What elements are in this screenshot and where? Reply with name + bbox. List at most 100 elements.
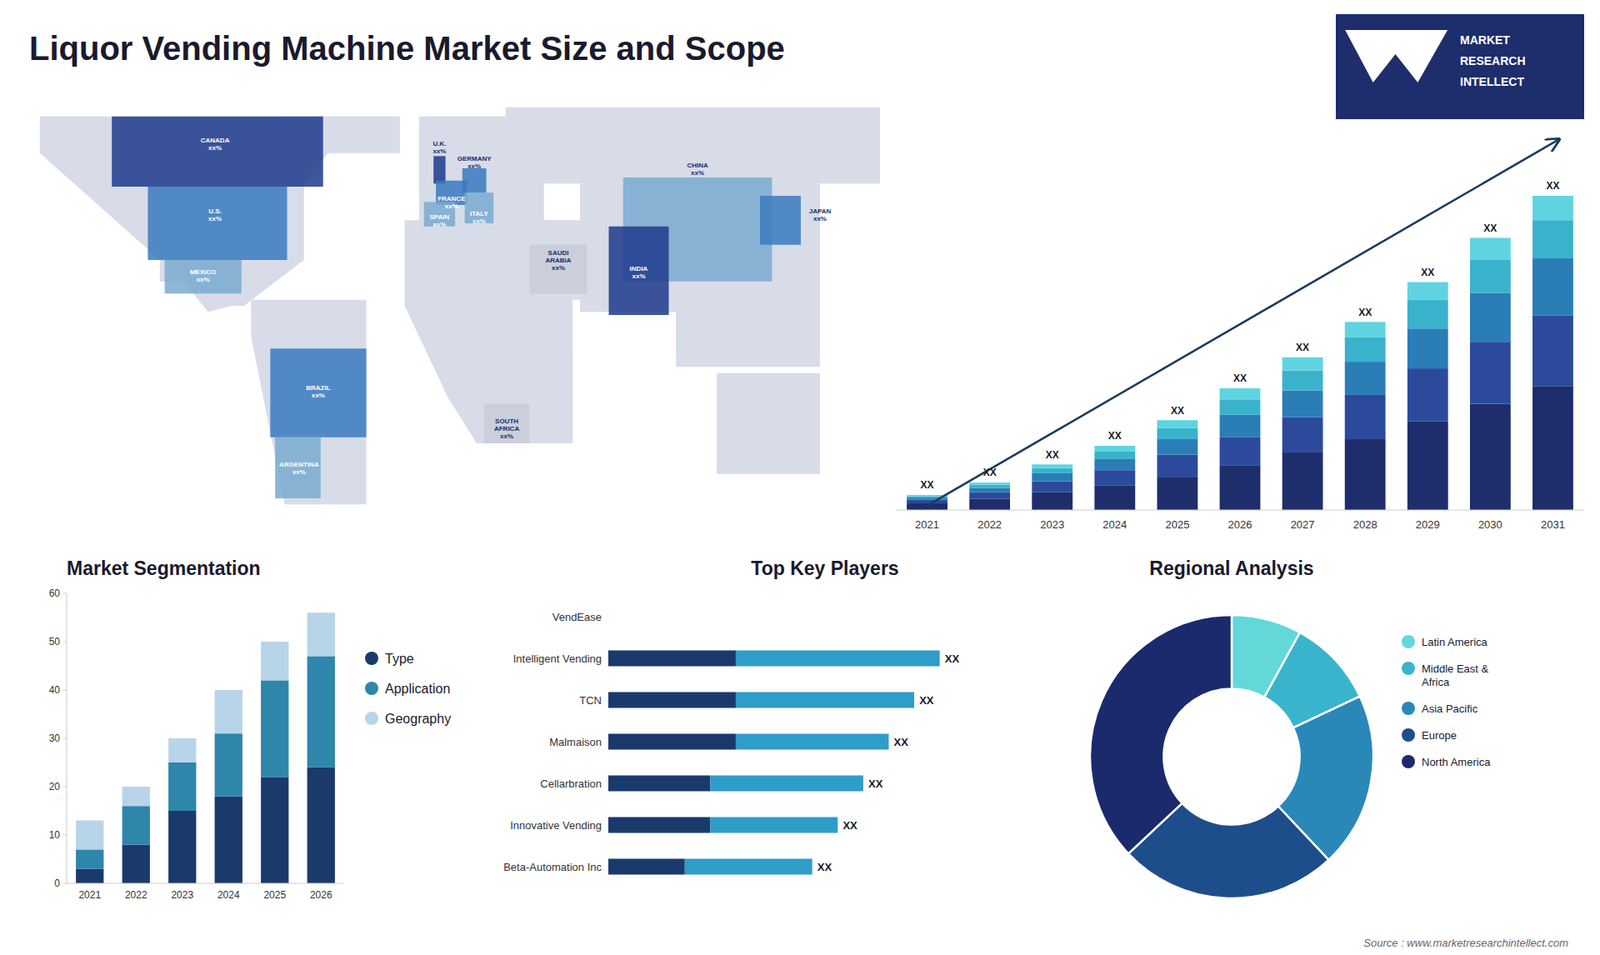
bar-segment bbox=[1470, 237, 1511, 260]
map-labels: U.S.xx%CANADAxx%MEXICOxx%BRAZILxx%ARGENT… bbox=[190, 136, 832, 476]
text-line: xx% bbox=[551, 264, 565, 272]
text-line: xx% bbox=[813, 214, 827, 222]
landmass bbox=[505, 107, 880, 185]
text-line: xx% bbox=[432, 220, 446, 228]
bar-segment bbox=[1407, 300, 1449, 330]
bar-annotation: XX bbox=[1108, 430, 1122, 442]
bar-segment bbox=[1282, 452, 1324, 510]
bar-segment bbox=[608, 609, 610, 625]
text-line: Latin America bbox=[1421, 635, 1489, 649]
bar-annotation: XX bbox=[1545, 180, 1560, 192]
country bbox=[147, 186, 287, 260]
legend-label: Latin America bbox=[1421, 635, 1489, 649]
text-line: ARABIA bbox=[545, 256, 571, 265]
bar-segment bbox=[1345, 337, 1386, 362]
text-line: xx% bbox=[445, 201, 459, 210]
country-label: SOUTHAFRICAxx% bbox=[494, 416, 520, 440]
bar-segment bbox=[1157, 455, 1199, 478]
country-label: INDIAxx% bbox=[630, 265, 649, 280]
legend-swatch bbox=[365, 711, 379, 725]
y-tick-label: 40 bbox=[49, 684, 61, 696]
page: Liquor Vending Machine Market Size and S… bbox=[0, 0, 1600, 955]
bar-segment bbox=[608, 692, 736, 709]
text-line: xx% bbox=[311, 391, 325, 400]
bar-segment bbox=[1282, 357, 1324, 371]
logo-text: MARKET bbox=[1460, 33, 1510, 47]
bar-segment bbox=[122, 786, 150, 806]
bar-segment bbox=[1345, 395, 1386, 440]
logo: MARKETRESEARCHINTELLECT bbox=[1335, 14, 1585, 120]
text-line: SOUTH bbox=[495, 416, 519, 425]
chart-title: Market Segmentation bbox=[66, 557, 261, 580]
y-tick bbox=[63, 593, 67, 595]
text-line: ITALY bbox=[470, 210, 489, 218]
bar-segment bbox=[1220, 415, 1261, 438]
y-tick-label: 10 bbox=[49, 829, 61, 841]
y-tick-label: TCN bbox=[579, 694, 602, 707]
bar-annotations: XXXXXXXXXXXXXXXXXXXXXX bbox=[920, 180, 1560, 491]
bar-annotation: XX bbox=[1295, 341, 1310, 354]
country-label: MEXICOxx% bbox=[190, 267, 217, 283]
legend-swatch bbox=[365, 651, 379, 665]
x-ticks: 2021202220232024202520262027202820292030… bbox=[915, 518, 1565, 531]
bar-segment bbox=[710, 817, 838, 834]
bar-segment bbox=[1094, 485, 1135, 510]
y-tick bbox=[63, 883, 67, 885]
country-label: U.S.xx% bbox=[208, 206, 222, 222]
bar-segment bbox=[1407, 328, 1449, 369]
text-line: BRAZIL bbox=[305, 384, 330, 392]
bar-segment bbox=[1470, 341, 1511, 404]
landmass bbox=[675, 305, 820, 367]
bar-segment bbox=[1094, 450, 1135, 460]
bar-segment bbox=[1345, 321, 1386, 338]
bar-segment bbox=[1532, 220, 1574, 258]
bar-segment bbox=[215, 733, 243, 796]
bar-annotation: XX bbox=[1045, 449, 1060, 461]
text-line: xx% bbox=[690, 168, 705, 176]
legend-label: Europe bbox=[1421, 729, 1457, 742]
country-label: ITALYxx% bbox=[470, 210, 489, 225]
y-tick bbox=[63, 786, 67, 788]
country bbox=[608, 226, 669, 315]
country-label: FRANCExx% bbox=[437, 194, 466, 210]
logo-box bbox=[1335, 14, 1585, 120]
bar-segment bbox=[75, 869, 104, 884]
bar-annotation: XX bbox=[983, 466, 997, 479]
text-line: xx% bbox=[292, 467, 306, 475]
y-tick bbox=[63, 641, 67, 643]
y-tick-label: VendEase bbox=[552, 610, 602, 624]
bar-annotation: XX bbox=[894, 735, 910, 749]
bar-segment bbox=[1031, 468, 1073, 474]
bar-segment bbox=[215, 690, 243, 734]
legend: TypeApplicationGeography bbox=[365, 651, 451, 726]
bar-segment bbox=[1094, 445, 1135, 451]
title: Liquor Vending Machine Market Size and S… bbox=[29, 30, 785, 67]
text-line: xx% bbox=[196, 275, 210, 283]
bar-segment bbox=[1220, 388, 1261, 400]
x-tick-label: 2029 bbox=[1415, 518, 1440, 531]
x-tick-label: 2023 bbox=[1040, 518, 1065, 531]
bar-segment bbox=[906, 495, 948, 497]
text-line: Europe bbox=[1421, 729, 1457, 742]
text-line: INDIA bbox=[630, 265, 649, 273]
text-line: xx% bbox=[500, 431, 514, 440]
bar-segment bbox=[260, 641, 289, 680]
y-tick bbox=[63, 738, 67, 740]
bar-segment bbox=[1220, 436, 1261, 466]
landmass bbox=[760, 195, 801, 245]
donut bbox=[1090, 615, 1374, 899]
x-tick-label: 2025 bbox=[1165, 518, 1190, 531]
bar-segment bbox=[1157, 439, 1199, 455]
country bbox=[462, 168, 487, 193]
x-tick-label: 2026 bbox=[310, 889, 333, 901]
bar-segment bbox=[260, 680, 289, 777]
bar-segment bbox=[1282, 416, 1324, 452]
x-tick-label: 2022 bbox=[125, 889, 148, 901]
legend-swatch bbox=[365, 681, 379, 695]
y-tick-label: Innovative Vending bbox=[510, 819, 602, 832]
y-tick-label: Beta-Automation Inc bbox=[503, 860, 602, 874]
bar-segment bbox=[1220, 465, 1261, 510]
bar-segment bbox=[1532, 315, 1574, 386]
country bbox=[275, 437, 321, 499]
bar-annotation: XX bbox=[920, 479, 935, 491]
